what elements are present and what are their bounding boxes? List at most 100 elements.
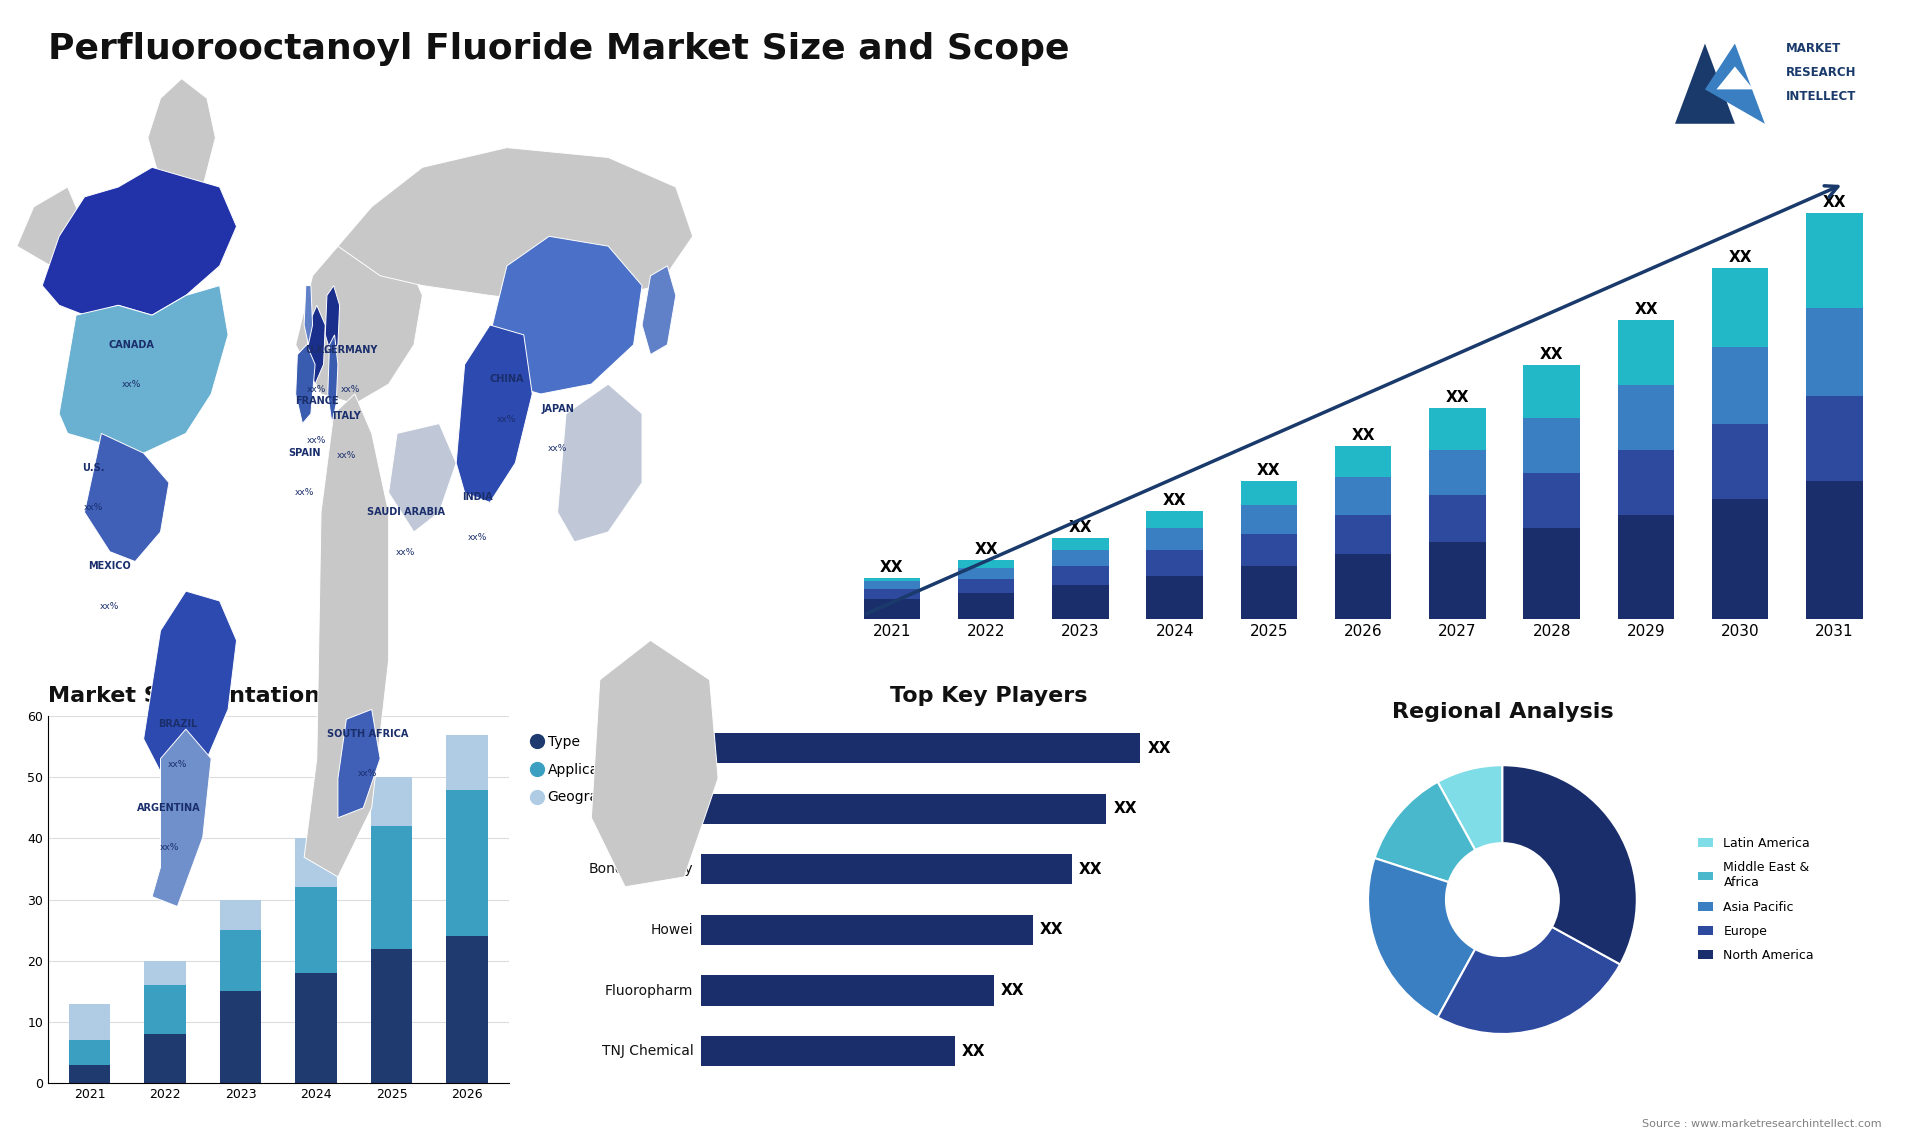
Bar bbox=[221, 931, 261, 991]
Text: XX: XX bbox=[1164, 493, 1187, 508]
Polygon shape bbox=[388, 424, 457, 532]
Polygon shape bbox=[296, 345, 315, 424]
Title: Regional Analysis: Regional Analysis bbox=[1392, 701, 1613, 722]
Text: XX: XX bbox=[975, 542, 998, 557]
Text: xx%: xx% bbox=[307, 437, 326, 446]
Bar bbox=[1807, 213, 1862, 308]
Wedge shape bbox=[1438, 927, 1620, 1034]
Bar bbox=[1523, 418, 1580, 473]
Bar bbox=[1523, 528, 1580, 619]
Polygon shape bbox=[324, 285, 340, 354]
Bar bbox=[864, 581, 920, 589]
Polygon shape bbox=[152, 729, 211, 906]
Text: xx%: xx% bbox=[357, 769, 376, 778]
Text: Fluoropharm: Fluoropharm bbox=[605, 983, 693, 997]
Text: BRAZIL: BRAZIL bbox=[157, 719, 198, 729]
Bar bbox=[958, 594, 1014, 619]
Text: SOUTH AFRICA: SOUTH AFRICA bbox=[326, 729, 409, 739]
Text: XX: XX bbox=[962, 1044, 985, 1059]
Wedge shape bbox=[1438, 766, 1501, 850]
Text: XX: XX bbox=[879, 559, 904, 574]
Bar bbox=[701, 733, 1140, 763]
Bar bbox=[1052, 586, 1108, 619]
Bar bbox=[1240, 481, 1298, 504]
Text: Keying: Keying bbox=[647, 802, 693, 816]
Bar bbox=[221, 900, 261, 931]
Bar bbox=[296, 973, 336, 1083]
Bar bbox=[69, 1004, 111, 1041]
Bar bbox=[371, 826, 413, 949]
Bar bbox=[1334, 446, 1392, 477]
Bar bbox=[296, 839, 336, 887]
Bar bbox=[69, 1041, 111, 1065]
Text: CHINA: CHINA bbox=[490, 374, 524, 384]
Bar bbox=[1619, 449, 1674, 515]
Text: FRANCE: FRANCE bbox=[296, 395, 338, 406]
Text: ITALY: ITALY bbox=[332, 410, 361, 421]
Text: XX: XX bbox=[1352, 427, 1375, 442]
Text: Perfluorooctanoyl Fluoride Market Size and Scope: Perfluorooctanoyl Fluoride Market Size a… bbox=[48, 32, 1069, 66]
Text: xx%: xx% bbox=[342, 385, 361, 394]
Bar bbox=[1146, 550, 1204, 575]
Polygon shape bbox=[557, 384, 641, 542]
Text: xx%: xx% bbox=[497, 415, 516, 424]
Polygon shape bbox=[303, 285, 313, 345]
Text: Howei: Howei bbox=[651, 923, 693, 937]
Text: xx%: xx% bbox=[547, 445, 566, 453]
Bar bbox=[701, 915, 1033, 945]
Text: Source : www.marketresearchintellect.com: Source : www.marketresearchintellect.com bbox=[1642, 1118, 1882, 1129]
Bar bbox=[1523, 473, 1580, 528]
Polygon shape bbox=[42, 167, 236, 315]
Text: XX: XX bbox=[1079, 862, 1102, 877]
Text: xx%: xx% bbox=[100, 602, 119, 611]
Bar bbox=[1428, 449, 1486, 495]
Legend: Latin America, Middle East &
Africa, Asia Pacific, Europe, North America: Latin America, Middle East & Africa, Asi… bbox=[1693, 832, 1818, 967]
Bar bbox=[144, 960, 186, 986]
Bar bbox=[1146, 528, 1204, 550]
Wedge shape bbox=[1369, 858, 1475, 1018]
Wedge shape bbox=[1375, 782, 1475, 882]
Bar bbox=[1619, 320, 1674, 385]
Bar bbox=[864, 599, 920, 619]
Text: Bondchemistry: Bondchemistry bbox=[589, 862, 693, 877]
Polygon shape bbox=[338, 148, 693, 305]
Circle shape bbox=[1446, 843, 1559, 956]
Text: U.K.: U.K. bbox=[305, 345, 328, 354]
Bar bbox=[1619, 385, 1674, 449]
Text: XX: XX bbox=[1114, 801, 1137, 816]
Legend: Type, Application, Geography: Type, Application, Geography bbox=[530, 730, 630, 809]
Text: CANADA: CANADA bbox=[108, 339, 154, 350]
Text: XX: XX bbox=[1069, 520, 1092, 535]
Polygon shape bbox=[60, 285, 228, 453]
Wedge shape bbox=[1503, 766, 1636, 964]
Text: xx%: xx% bbox=[396, 548, 415, 557]
Polygon shape bbox=[490, 236, 641, 394]
Bar bbox=[144, 986, 186, 1034]
Text: U.S.: U.S. bbox=[83, 463, 104, 473]
Polygon shape bbox=[144, 591, 236, 788]
Bar bbox=[144, 1034, 186, 1083]
Text: XX: XX bbox=[1822, 195, 1847, 211]
Bar bbox=[958, 567, 1014, 580]
Bar bbox=[1713, 424, 1768, 499]
Bar bbox=[1240, 566, 1298, 619]
Bar bbox=[1334, 477, 1392, 515]
Text: XX: XX bbox=[1728, 251, 1751, 266]
Bar bbox=[701, 975, 995, 1006]
Text: xx%: xx% bbox=[468, 533, 488, 542]
Text: XX: XX bbox=[1540, 347, 1563, 362]
Text: XX: XX bbox=[1148, 740, 1171, 755]
Bar bbox=[1052, 566, 1108, 586]
Text: XX: XX bbox=[1041, 923, 1064, 937]
Bar bbox=[958, 580, 1014, 594]
Text: xx%: xx% bbox=[336, 452, 355, 460]
Bar bbox=[445, 735, 488, 790]
Polygon shape bbox=[1705, 44, 1764, 124]
Bar bbox=[371, 777, 413, 826]
Polygon shape bbox=[641, 266, 676, 354]
Text: xx%: xx% bbox=[83, 503, 102, 512]
Bar bbox=[1428, 542, 1486, 619]
Text: RESEARCH: RESEARCH bbox=[1786, 65, 1857, 79]
Bar bbox=[1713, 499, 1768, 619]
Bar bbox=[701, 1036, 954, 1066]
